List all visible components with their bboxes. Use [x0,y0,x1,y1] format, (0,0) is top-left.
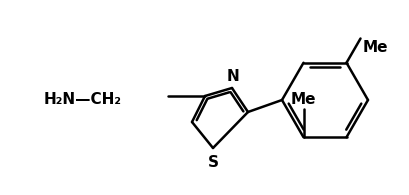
Text: H₂N—CH₂: H₂N—CH₂ [44,92,122,107]
Text: S: S [207,155,218,170]
Text: Me: Me [362,40,388,55]
Text: Me: Me [291,92,316,107]
Text: N: N [227,69,239,84]
